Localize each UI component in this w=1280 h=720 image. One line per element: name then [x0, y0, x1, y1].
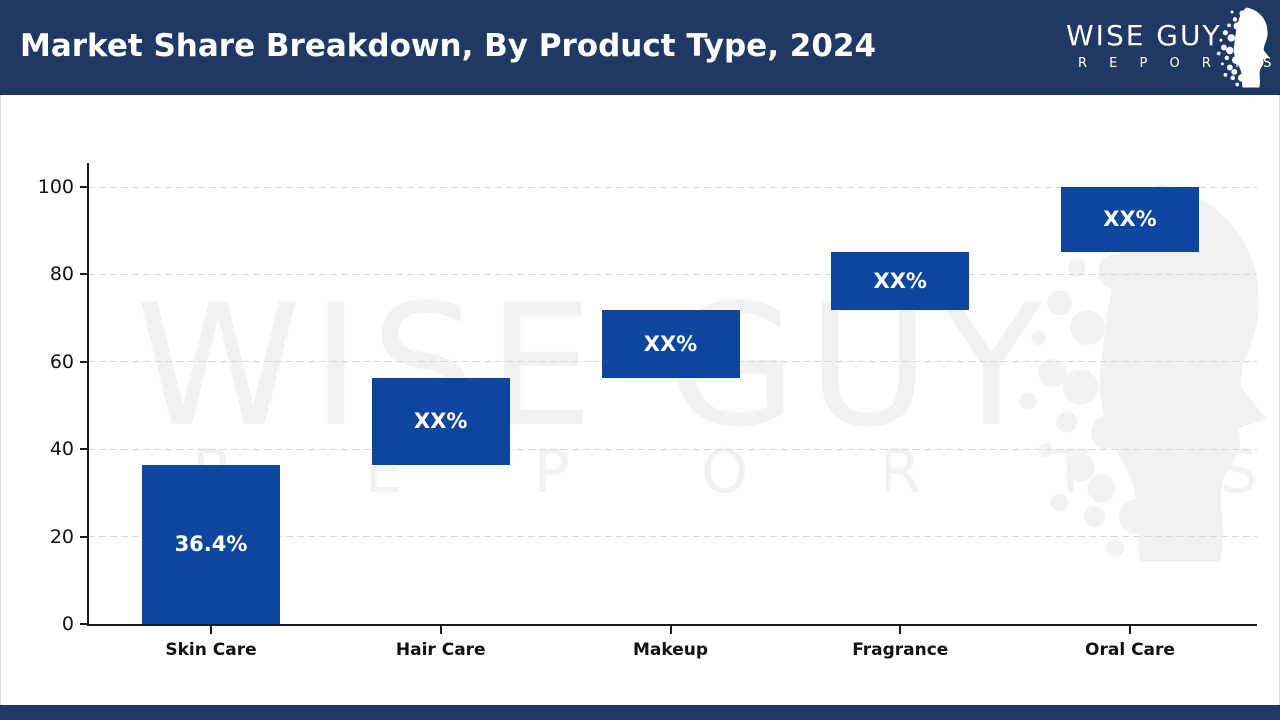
y-tick-label: 60 — [49, 350, 74, 373]
y-axis-tick — [80, 273, 88, 276]
y-axis-tick — [80, 448, 88, 451]
gridline — [88, 273, 1257, 275]
bar-value-label: XX% — [414, 409, 468, 434]
bar-hair-care: XX% — [371, 377, 510, 465]
y-tick-label: 80 — [49, 263, 74, 286]
gridline — [88, 186, 1257, 188]
bar-value-label: XX% — [873, 268, 927, 293]
y-axis-tick — [80, 360, 88, 363]
category-label: Makeup — [632, 640, 709, 660]
bar-value-label: XX% — [643, 331, 698, 356]
category-label: Oral Care — [1085, 640, 1175, 660]
gridline — [88, 536, 1257, 538]
footer-bar — [0, 705, 1280, 720]
gridline — [88, 448, 1257, 450]
y-axis-line — [87, 163, 89, 626]
x-axis-line — [87, 624, 1257, 626]
x-axis-tick — [1129, 626, 1131, 634]
dotted-head-icon — [1216, 7, 1270, 88]
brand-logo: WISE GUY R E P O R T S — [1006, 4, 1272, 92]
bar-value-label: 36.4% — [174, 532, 248, 557]
x-axis-tick — [899, 626, 902, 634]
x-axis-tick — [210, 626, 212, 634]
page-title: Market Share Breakdown, By Product Type,… — [20, 28, 877, 64]
y-axis-tick — [80, 623, 88, 625]
y-axis-tick — [80, 186, 88, 188]
y-tick-label: 20 — [49, 525, 74, 548]
logo-subtitle: R E P O R T S — [1078, 56, 1280, 71]
logo-wordmark: WISE GUY — [1066, 19, 1222, 52]
bar-fragrance: XX% — [831, 251, 970, 311]
y-tick-label: 0 — [61, 613, 74, 635]
bar-value-label: XX% — [1103, 207, 1157, 232]
category-label: Hair Care — [395, 640, 486, 660]
y-axis-tick — [80, 535, 88, 538]
bar-makeup: XX% — [601, 310, 740, 378]
y-tick-label: 100 — [37, 176, 74, 198]
category-label: Fragrance — [852, 640, 949, 660]
bar-oral-care: XX% — [1061, 187, 1199, 252]
x-axis-tick — [439, 626, 442, 634]
bar-skin-care: 36.4% — [142, 464, 280, 624]
header-bar: Market Share Breakdown, By Product Type,… — [0, 0, 1280, 95]
y-tick-label: 40 — [49, 438, 74, 461]
category-label: Skin Care — [165, 640, 257, 660]
x-axis-tick — [669, 626, 672, 634]
